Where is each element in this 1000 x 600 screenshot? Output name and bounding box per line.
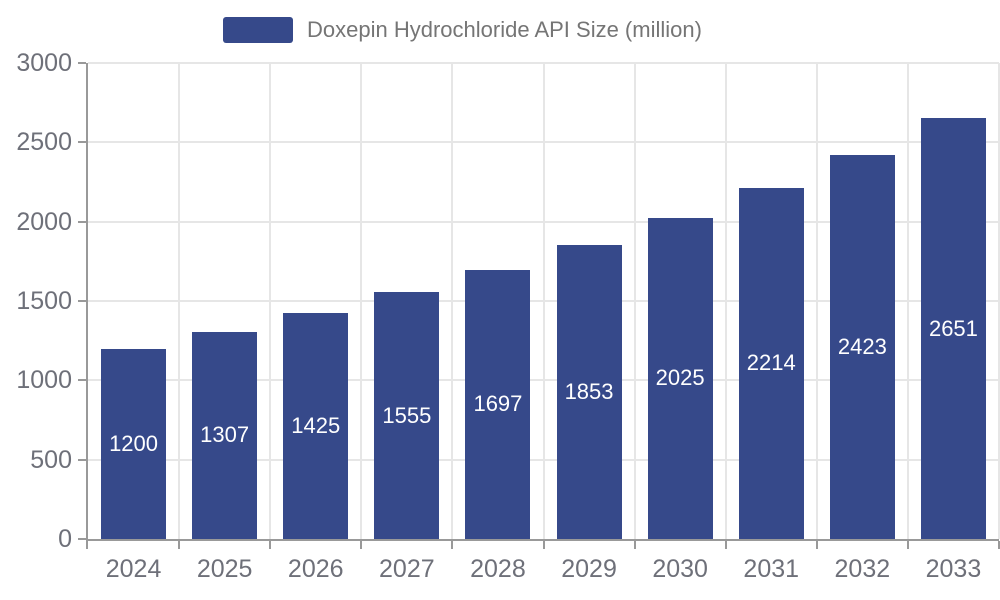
x-tick <box>451 541 454 549</box>
bar-value-label: 1425 <box>291 412 341 438</box>
bar-value-label: 1200 <box>109 430 159 456</box>
y-axis-label: 3000 <box>16 49 72 77</box>
bar-2025[interactable] <box>192 331 258 539</box>
x-tick <box>178 541 181 549</box>
x-axis-line <box>86 539 999 541</box>
bar-2027[interactable] <box>374 292 440 539</box>
x-axis-label-2033: 2033 <box>925 555 982 583</box>
gridline-v <box>633 63 636 539</box>
bar-2030[interactable] <box>647 217 713 539</box>
y-tick <box>78 458 86 461</box>
x-tick <box>906 541 909 549</box>
x-axis-label-2025: 2025 <box>196 555 253 583</box>
bar-value-label: 2423 <box>837 333 887 359</box>
bar-2032[interactable] <box>829 154 895 539</box>
y-axis-line <box>86 63 88 539</box>
x-axis-label-2029: 2029 <box>561 555 617 583</box>
x-tick <box>269 541 272 549</box>
x-axis-label-2032: 2032 <box>834 555 891 583</box>
gridline-v <box>451 63 454 539</box>
x-axis-label-2028: 2028 <box>470 555 526 583</box>
bar-2026[interactable] <box>283 312 349 539</box>
bar-value-label: 1307 <box>200 422 250 448</box>
x-tick <box>542 541 545 549</box>
x-tick <box>815 541 818 549</box>
x-axis-label-2024: 2024 <box>105 555 162 583</box>
gridline-v <box>906 63 909 539</box>
bar-2028[interactable] <box>465 269 531 539</box>
legend-swatch-icon <box>223 17 293 43</box>
y-axis-label: 0 <box>58 525 72 553</box>
bar-2024[interactable] <box>101 348 167 539</box>
gridline-v <box>178 63 181 539</box>
gridline-v <box>360 63 363 539</box>
y-axis-label: 1500 <box>16 287 72 315</box>
y-axis-label: 500 <box>30 445 72 474</box>
y-tick <box>78 379 86 382</box>
y-tick <box>78 300 86 302</box>
x-tick <box>360 541 363 549</box>
y-tick <box>78 141 86 144</box>
gridline-v <box>542 63 545 539</box>
y-tick <box>78 220 86 223</box>
bar-value-label: 1853 <box>564 378 614 404</box>
x-axis-label-2031: 2031 <box>743 555 800 583</box>
x-tick <box>86 541 88 549</box>
y-tick <box>78 538 86 540</box>
x-tick <box>633 541 636 549</box>
legend: Doxepin Hydrochloride API Size (million) <box>223 17 702 43</box>
x-axis-label-2030: 2030 <box>652 555 708 583</box>
y-axis-label: 2000 <box>16 207 72 236</box>
bar-value-label: 2025 <box>655 365 705 391</box>
x-axis-label-2027: 2027 <box>379 555 435 583</box>
x-tick <box>724 541 727 549</box>
y-axis-label: 1000 <box>16 366 72 395</box>
bar-2031[interactable] <box>738 187 804 539</box>
plot-area: 0 500 1000 1500 2000 2500 3000 1200 2024 1307 2025… <box>16 50 1000 583</box>
legend-item[interactable]: Doxepin Hydrochloride API Size (million) <box>223 17 702 43</box>
y-tick <box>78 62 86 64</box>
legend-label: Doxepin Hydrochloride API Size (million) <box>307 17 702 42</box>
gridline-v <box>998 63 1000 539</box>
y-axis-label: 2500 <box>16 128 72 157</box>
bar-2029[interactable] <box>556 245 622 539</box>
gridline-v <box>269 63 272 539</box>
bar-value-label: 2214 <box>746 350 796 376</box>
bar-value-label: 1697 <box>473 391 523 417</box>
x-tick <box>998 541 1000 549</box>
bar-value-label: 2651 <box>928 315 978 341</box>
gridline-v <box>815 63 818 539</box>
x-axis-label-2026: 2026 <box>287 555 344 583</box>
bar-2033[interactable] <box>920 118 986 539</box>
gridline-v <box>724 63 727 539</box>
bar-value-label: 1555 <box>382 402 432 428</box>
